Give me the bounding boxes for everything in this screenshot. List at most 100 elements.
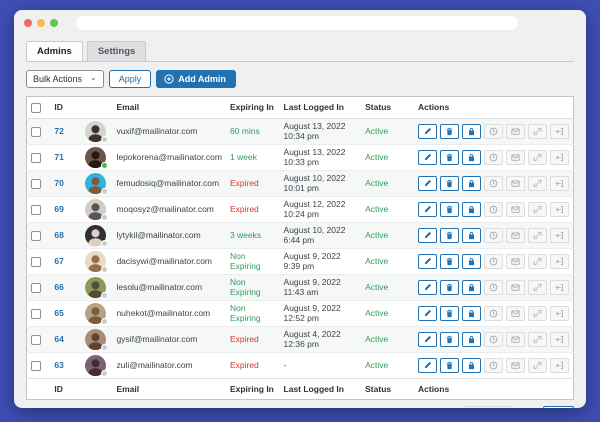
login-as-button[interactable] xyxy=(550,279,569,295)
row-checkbox[interactable] xyxy=(31,334,41,345)
history-button[interactable] xyxy=(484,253,503,269)
add-admin-button[interactable]: Add Admin xyxy=(156,70,236,88)
lock-button[interactable] xyxy=(462,227,481,243)
lock-button[interactable] xyxy=(462,253,481,269)
select-all-checkbox[interactable] xyxy=(31,102,41,113)
lock-button[interactable] xyxy=(462,175,481,191)
row-checkbox[interactable] xyxy=(31,178,41,189)
address-bar[interactable] xyxy=(76,16,518,30)
login-as-button[interactable] xyxy=(550,175,569,191)
copy-link-button[interactable] xyxy=(528,201,547,217)
copy-link-button[interactable] xyxy=(528,253,547,269)
history-button[interactable] xyxy=(484,331,503,347)
history-button[interactable] xyxy=(484,201,503,217)
row-checkbox[interactable] xyxy=(31,308,41,319)
lock-button[interactable] xyxy=(462,201,481,217)
admin-id-link[interactable]: 66 xyxy=(54,282,64,293)
email-button[interactable] xyxy=(506,279,525,295)
delete-button[interactable] xyxy=(440,227,459,243)
edit-button[interactable] xyxy=(418,175,437,191)
row-checkbox[interactable] xyxy=(31,152,41,163)
email-button[interactable] xyxy=(506,305,525,321)
row-checkbox[interactable] xyxy=(31,126,41,137)
email-button[interactable] xyxy=(506,149,525,165)
delete-button[interactable] xyxy=(440,201,459,217)
copy-link-button[interactable] xyxy=(528,331,547,347)
login-as-button[interactable] xyxy=(550,123,569,139)
lock-button[interactable] xyxy=(462,357,481,373)
email-button[interactable] xyxy=(506,175,525,191)
history-button[interactable] xyxy=(484,149,503,165)
admin-id-link[interactable]: 64 xyxy=(54,334,64,345)
edit-button[interactable] xyxy=(418,201,437,217)
email-button[interactable] xyxy=(506,331,525,347)
lock-button[interactable] xyxy=(462,149,481,165)
edit-button[interactable] xyxy=(418,331,437,347)
copy-link-button[interactable] xyxy=(528,279,547,295)
tab-admins[interactable]: Admins xyxy=(26,41,83,61)
delete-button[interactable] xyxy=(440,331,459,347)
minimize-window-button[interactable] xyxy=(37,19,45,27)
lock-button[interactable] xyxy=(462,123,481,139)
edit-button[interactable] xyxy=(418,123,437,139)
next-page-button[interactable]: next xyxy=(542,405,574,408)
edit-button[interactable] xyxy=(418,149,437,165)
delete-button[interactable] xyxy=(440,253,459,269)
admin-id-link[interactable]: 63 xyxy=(54,360,64,371)
email-button[interactable] xyxy=(506,201,525,217)
delete-button[interactable] xyxy=(440,123,459,139)
login-as-button[interactable] xyxy=(550,149,569,165)
email-button[interactable] xyxy=(506,123,525,139)
delete-button[interactable] xyxy=(440,305,459,321)
previous-page-button[interactable]: previous xyxy=(465,405,512,408)
edit-button[interactable] xyxy=(418,305,437,321)
admin-id-link[interactable]: 65 xyxy=(54,308,64,319)
admin-id-link[interactable]: 72 xyxy=(54,126,64,137)
history-button[interactable] xyxy=(484,279,503,295)
login-as-button[interactable] xyxy=(550,253,569,269)
history-button[interactable] xyxy=(484,175,503,191)
tab-settings[interactable]: Settings xyxy=(86,41,147,61)
delete-button[interactable] xyxy=(440,357,459,373)
admin-id-link[interactable]: 70 xyxy=(54,178,64,189)
row-checkbox[interactable] xyxy=(31,256,41,267)
admin-id-link[interactable]: 71 xyxy=(54,152,64,163)
copy-link-button[interactable] xyxy=(528,149,547,165)
login-as-button[interactable] xyxy=(550,305,569,321)
copy-link-button[interactable] xyxy=(528,357,547,373)
login-as-button[interactable] xyxy=(550,227,569,243)
edit-button[interactable] xyxy=(418,357,437,373)
email-button[interactable] xyxy=(506,227,525,243)
delete-button[interactable] xyxy=(440,279,459,295)
apply-button[interactable]: Apply xyxy=(108,70,152,88)
row-checkbox[interactable] xyxy=(31,230,41,241)
maximize-window-button[interactable] xyxy=(50,19,58,27)
admin-id-link[interactable]: 69 xyxy=(54,204,64,215)
copy-link-button[interactable] xyxy=(528,175,547,191)
login-as-button[interactable] xyxy=(550,357,569,373)
copy-link-button[interactable] xyxy=(528,305,547,321)
copy-link-button[interactable] xyxy=(528,227,547,243)
row-checkbox[interactable] xyxy=(31,204,41,215)
email-button[interactable] xyxy=(506,357,525,373)
history-button[interactable] xyxy=(484,227,503,243)
lock-button[interactable] xyxy=(462,279,481,295)
edit-button[interactable] xyxy=(418,279,437,295)
history-button[interactable] xyxy=(484,357,503,373)
row-checkbox[interactable] xyxy=(31,360,41,371)
login-as-button[interactable] xyxy=(550,201,569,217)
admin-id-link[interactable]: 67 xyxy=(54,256,64,267)
admin-id-link[interactable]: 68 xyxy=(54,230,64,241)
history-button[interactable] xyxy=(484,305,503,321)
edit-button[interactable] xyxy=(418,253,437,269)
lock-button[interactable] xyxy=(462,331,481,347)
lock-button[interactable] xyxy=(462,305,481,321)
close-window-button[interactable] xyxy=(24,19,32,27)
bulk-actions-select[interactable]: Bulk Actions ⌄ xyxy=(26,70,104,88)
login-as-button[interactable] xyxy=(550,331,569,347)
email-button[interactable] xyxy=(506,253,525,269)
delete-button[interactable] xyxy=(440,149,459,165)
delete-button[interactable] xyxy=(440,175,459,191)
edit-button[interactable] xyxy=(418,227,437,243)
history-button[interactable] xyxy=(484,123,503,139)
